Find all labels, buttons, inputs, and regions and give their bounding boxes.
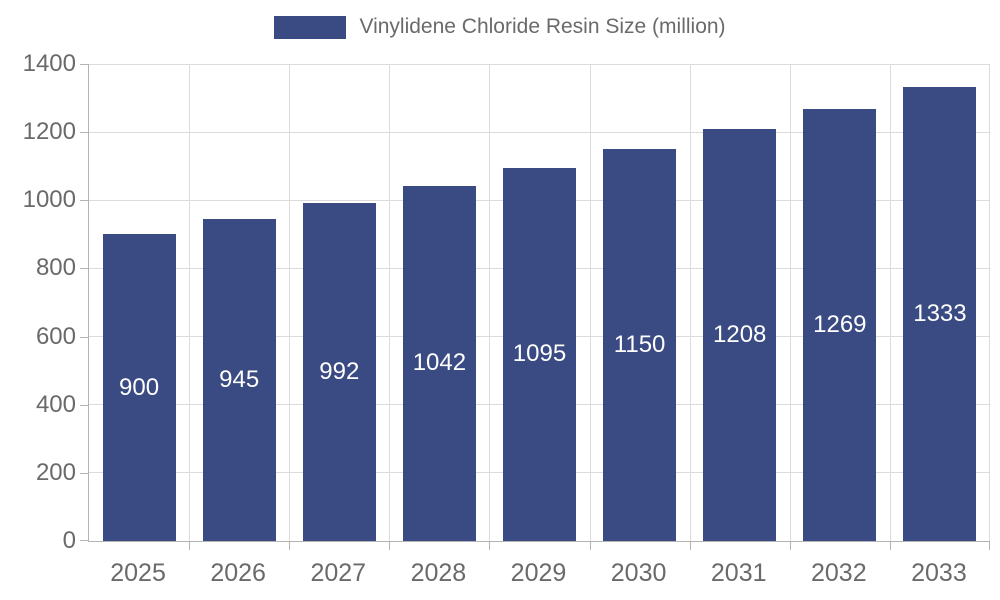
y-tick-label: 1000: [22, 186, 76, 214]
y-axis-tick: [80, 64, 88, 65]
y-axis-tick: [80, 336, 88, 338]
y-tick-label: 1200: [22, 118, 76, 146]
bar: 1333: [903, 86, 977, 541]
gridline-horizontal: [89, 131, 990, 133]
bar: 945: [202, 219, 276, 541]
bar-value-label: 1150: [613, 331, 666, 359]
x-axis-tick: [289, 542, 291, 550]
bar: 1095: [502, 167, 577, 541]
gridline-vertical: [489, 64, 491, 541]
legend-label: Vinylidene Chloride Resin Size (million): [359, 15, 726, 38]
x-axis-tick: [889, 542, 891, 550]
gridline-vertical: [689, 64, 691, 541]
x-axis-tick: [589, 542, 591, 550]
legend: Vinylidene Chloride Resin Size (million): [0, 15, 1000, 39]
y-axis-tick: [80, 268, 88, 270]
bar-value-label: 1269: [813, 310, 867, 338]
y-axis-tick: [80, 540, 88, 541]
bar-value-label: 1333: [913, 299, 967, 327]
gridline-vertical: [589, 64, 591, 541]
gridline-vertical: [989, 64, 990, 541]
bar: 1042: [402, 185, 476, 541]
y-axis-labels: 0 200 400 600 800 1000 1200 1400: [0, 50, 76, 554]
x-axis-labels: 2025 2026 2027 2028 2029 2030 2031 2032 2033: [88, 556, 989, 590]
bar-value-label: 1042: [412, 349, 467, 377]
x-axis-tick: [389, 542, 391, 550]
x-tick-label: 2028: [410, 559, 467, 587]
x-axis-tick: [789, 542, 791, 550]
gridline-vertical: [789, 64, 791, 541]
x-tick-label: 2030: [610, 559, 667, 587]
y-axis-tick: [80, 404, 88, 406]
y-axis-tick: [80, 472, 88, 474]
y-tick-label: 400: [35, 390, 76, 418]
x-tick-label: 2026: [210, 559, 266, 587]
bar-value-label: 900: [119, 373, 160, 401]
x-axis-tick: [989, 542, 990, 550]
gridline-horizontal: [89, 63, 990, 65]
x-tick-label: 2032: [811, 559, 867, 587]
bar-value-label: 992: [319, 358, 360, 385]
bar: 1150: [603, 149, 677, 541]
y-tick-label: 0: [62, 527, 76, 554]
y-tick-label: 800: [35, 254, 76, 282]
plot-area: 900 945 992 1042 1095 1150 1208 1269 1333: [80, 63, 990, 550]
y-tick-label: 200: [35, 458, 76, 486]
bar: 900: [102, 234, 176, 541]
bar: 992: [302, 203, 376, 541]
x-tick-label: 2027: [310, 559, 367, 587]
x-tick-label: 2029: [510, 559, 567, 587]
bar: 1269: [803, 108, 877, 541]
x-tick-label: 2033: [911, 559, 967, 587]
x-axis-tick: [489, 542, 491, 550]
y-axis-tick: [80, 200, 88, 202]
gridline-vertical: [389, 64, 391, 541]
bar-value-label: 945: [219, 366, 260, 394]
gridline-vertical: [889, 64, 891, 541]
y-tick-label: 1400: [22, 50, 76, 77]
gridline-vertical: [289, 64, 291, 541]
gridline-vertical: [189, 64, 191, 541]
x-tick-label: 2025: [110, 559, 166, 587]
y-tick-label: 600: [35, 322, 76, 350]
y-axis-tick: [80, 132, 88, 134]
x-axis-tick: [189, 542, 191, 550]
bar: 1208: [703, 129, 777, 541]
legend-swatch: [274, 15, 347, 39]
x-tick-label: 2031: [710, 559, 767, 587]
x-axis-tick: [689, 542, 691, 550]
bar-value-label: 1095: [512, 340, 567, 368]
bar-value-label: 1208: [713, 321, 767, 349]
